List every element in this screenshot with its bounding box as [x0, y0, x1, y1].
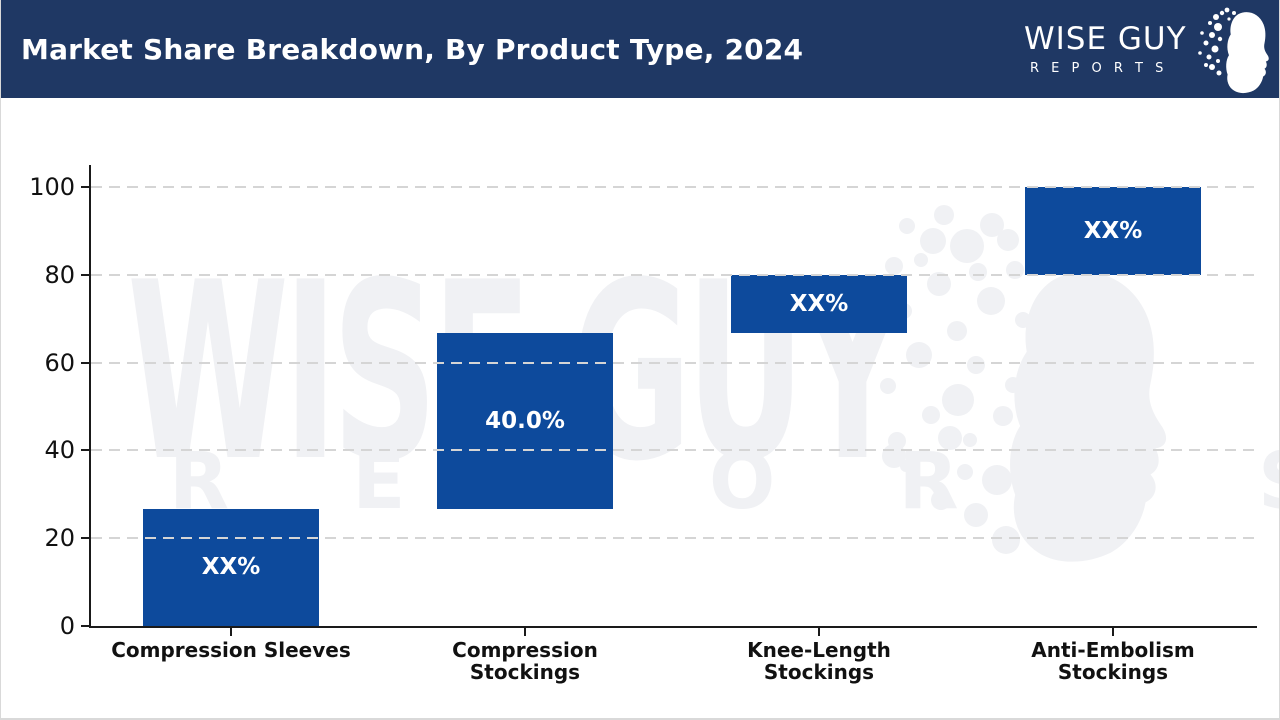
y-tick-60 [81, 361, 89, 364]
gridline-80 [91, 273, 1255, 276]
chart-title: Market Share Breakdown, By Product Type,… [21, 32, 804, 66]
x-axis-line [89, 626, 1257, 628]
x-tick-compression-sleeves [230, 628, 232, 636]
gridline-60 [91, 361, 1255, 364]
x-tick-label: Knee-Length Stockings [747, 638, 891, 684]
logo-reports-label: R E P O R T S [1030, 61, 1168, 76]
header-band: Market Share Breakdown, By Product Type,… [1, 0, 1279, 98]
x-tick-compression-stockings [524, 628, 526, 636]
x-tick-label: Compression Stockings [452, 638, 598, 684]
bar-value-label: XX% [789, 290, 849, 317]
bar-anti-embolism-stockings [1025, 187, 1201, 275]
y-tick-20 [81, 537, 89, 540]
bar-value-label: 40.0% [485, 407, 565, 434]
x-tick-anti-embolism-stockings [1112, 628, 1114, 636]
bar-value-label: XX% [1083, 217, 1143, 244]
y-tick-label: 80 [44, 260, 75, 289]
bar-knee-length-stockings [731, 274, 907, 334]
bar-value-label: XX% [201, 554, 261, 581]
y-tick-label: 40 [44, 436, 75, 465]
y-tick-100 [81, 186, 89, 188]
y-axis-line [89, 165, 91, 628]
gridline-40 [91, 449, 1255, 452]
y-tick-0 [81, 625, 89, 627]
y-tick-80 [81, 273, 89, 276]
y-tick-40 [81, 449, 89, 452]
x-tick-label: Anti-Embolism Stockings [1031, 638, 1195, 684]
y-tick-label: 0 [59, 612, 75, 640]
x-tick-label: Compression Sleeves [111, 638, 351, 662]
gridline-100 [91, 186, 1255, 188]
y-tick-label: 20 [44, 524, 75, 553]
x-tick-knee-length-stockings [818, 628, 820, 636]
wise-guy-logo: WISE GUY R E P O R T S [1020, 5, 1270, 94]
logo-wordmark: WISE GUY [1024, 21, 1187, 57]
y-tick-label: 100 [29, 173, 75, 201]
bar-compression-sleeves [143, 508, 319, 626]
gridline-20 [91, 537, 1255, 540]
logo-head-icon [1198, 7, 1269, 94]
y-tick-label: 60 [44, 348, 75, 377]
